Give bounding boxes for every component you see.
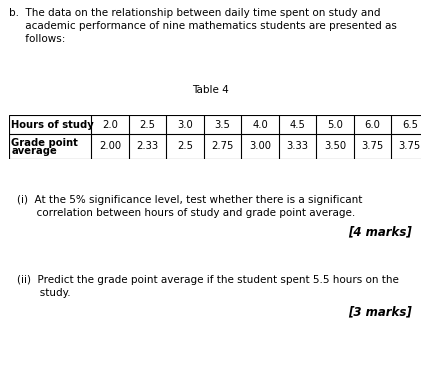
Text: 2.75: 2.75	[211, 141, 234, 151]
Text: (i)  At the 5% significance level, test whether there is a significant: (i) At the 5% significance level, test w…	[17, 195, 362, 205]
Text: Grade point: Grade point	[11, 138, 78, 148]
Text: 2.5: 2.5	[139, 120, 156, 130]
Text: Hours of study: Hours of study	[11, 120, 94, 130]
Text: study.: study.	[17, 288, 70, 298]
Text: Table 4: Table 4	[192, 85, 229, 95]
Text: academic performance of nine mathematics students are presented as: academic performance of nine mathematics…	[9, 21, 397, 31]
Text: 3.5: 3.5	[215, 120, 230, 130]
Text: 5.0: 5.0	[327, 120, 343, 130]
Text: 4.5: 4.5	[290, 120, 305, 130]
Text: [4 marks]: [4 marks]	[348, 225, 412, 238]
Text: 2.00: 2.00	[99, 141, 121, 151]
Text: [3 marks]: [3 marks]	[348, 305, 412, 318]
Text: 3.00: 3.00	[249, 141, 271, 151]
Text: 2.33: 2.33	[136, 141, 159, 151]
Text: follows:: follows:	[9, 34, 66, 44]
Text: 3.50: 3.50	[324, 141, 346, 151]
Text: 3.33: 3.33	[286, 141, 309, 151]
Text: 3.75: 3.75	[361, 141, 384, 151]
Text: 3.0: 3.0	[177, 120, 193, 130]
Text: b.  The data on the relationship between daily time spent on study and: b. The data on the relationship between …	[9, 8, 381, 18]
Text: 4.0: 4.0	[252, 120, 268, 130]
Text: 2.0: 2.0	[102, 120, 118, 130]
Text: 3.75: 3.75	[399, 141, 421, 151]
Text: 2.5: 2.5	[177, 141, 193, 151]
Text: (ii)  Predict the grade point average if the student spent 5.5 hours on the: (ii) Predict the grade point average if …	[17, 275, 399, 285]
Text: average: average	[11, 146, 57, 156]
Text: 6.0: 6.0	[365, 120, 380, 130]
Text: correlation between hours of study and grade point average.: correlation between hours of study and g…	[17, 208, 355, 218]
Text: 6.5: 6.5	[402, 120, 418, 130]
